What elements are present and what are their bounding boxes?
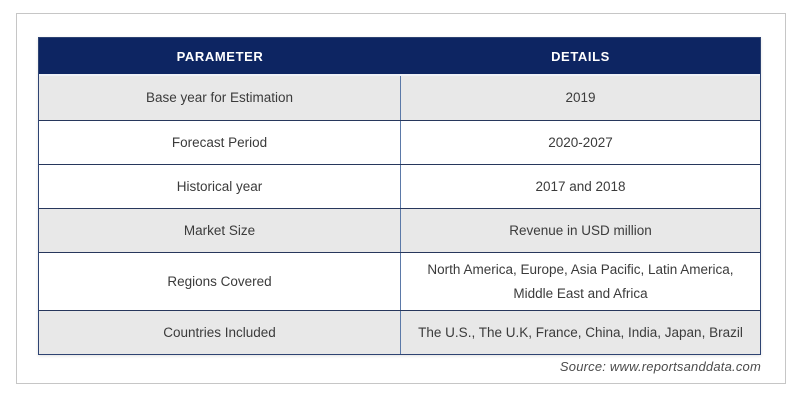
source-attribution: Source: www.reportsanddata.com	[559, 359, 761, 374]
parameter-cell: Forecast Period	[39, 121, 401, 164]
header-details: DETAILS	[551, 48, 610, 64]
table-row-historical-year: Historical year 2017 and 2018	[39, 164, 760, 208]
parameter-cell: Historical year	[39, 165, 401, 208]
parameter-cell: Base year for Estimation	[39, 76, 401, 120]
details-cell: North America, Europe, Asia Pacific, Lat…	[427, 261, 734, 301]
report-scope-table: PARAMETER DETAILS Base year for Estimati…	[38, 37, 761, 355]
table-row-regions-covered: Regions Covered North America, Europe, A…	[39, 252, 760, 310]
details-cell: Revenue in USD million	[509, 222, 652, 238]
details-cell: 2020-2027	[548, 134, 613, 150]
details-cell: 2019	[565, 90, 596, 105]
parameter-cell: Regions Covered	[39, 253, 401, 310]
parameter-cell: Market Size	[39, 209, 401, 252]
table-row-market-size: Market Size Revenue in USD million	[39, 208, 760, 252]
table-row-countries-included: Countries Included The U.S., The U.K, Fr…	[39, 310, 760, 354]
table-row-forecast-period: Forecast Period 2020-2027	[39, 120, 760, 164]
parameter-cell: Countries Included	[39, 311, 401, 354]
header-parameter: PARAMETER	[176, 48, 264, 64]
details-cell: The U.S., The U.K, France, China, India,…	[418, 324, 743, 340]
table-row-base-year: Base year for Estimation 2019	[39, 76, 760, 120]
table-header-row: PARAMETER DETAILS	[39, 38, 760, 76]
details-cell: 2017 and 2018	[535, 178, 626, 194]
